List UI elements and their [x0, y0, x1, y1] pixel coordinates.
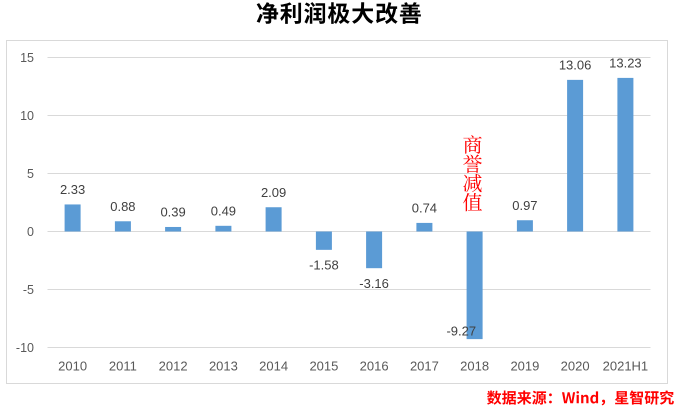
svg-text:10: 10	[20, 109, 34, 123]
svg-text:13.23: 13.23	[609, 56, 642, 71]
svg-text:2014: 2014	[259, 359, 288, 374]
svg-text:2012: 2012	[159, 359, 188, 374]
svg-text:2019: 2019	[510, 359, 539, 374]
svg-text:2021H1: 2021H1	[603, 359, 649, 374]
svg-text:2.09: 2.09	[261, 185, 286, 200]
svg-text:2.33: 2.33	[60, 182, 85, 197]
svg-text:2015: 2015	[309, 359, 338, 374]
svg-text:2016: 2016	[360, 359, 389, 374]
svg-text:2020: 2020	[561, 359, 590, 374]
svg-text:15: 15	[20, 51, 34, 65]
svg-text:2011: 2011	[109, 359, 137, 374]
svg-text:0.74: 0.74	[412, 201, 437, 216]
svg-text:-5: -5	[23, 283, 34, 297]
svg-text:-9.27: -9.27	[446, 324, 476, 339]
svg-text:2018: 2018	[460, 359, 489, 374]
svg-text:5: 5	[27, 167, 34, 181]
svg-text:-3.16: -3.16	[359, 276, 389, 291]
svg-text:-1.58: -1.58	[309, 258, 339, 273]
svg-text:0.88: 0.88	[110, 199, 135, 214]
svg-text:0.97: 0.97	[512, 198, 537, 213]
svg-text:2013: 2013	[209, 359, 238, 374]
svg-text:0.39: 0.39	[160, 205, 185, 220]
svg-text:0.49: 0.49	[211, 204, 236, 219]
svg-text:-10: -10	[16, 341, 34, 355]
svg-text:0: 0	[27, 225, 34, 239]
svg-text:2010: 2010	[58, 359, 87, 374]
svg-text:13.06: 13.06	[559, 58, 592, 73]
svg-text:2017: 2017	[410, 359, 439, 374]
